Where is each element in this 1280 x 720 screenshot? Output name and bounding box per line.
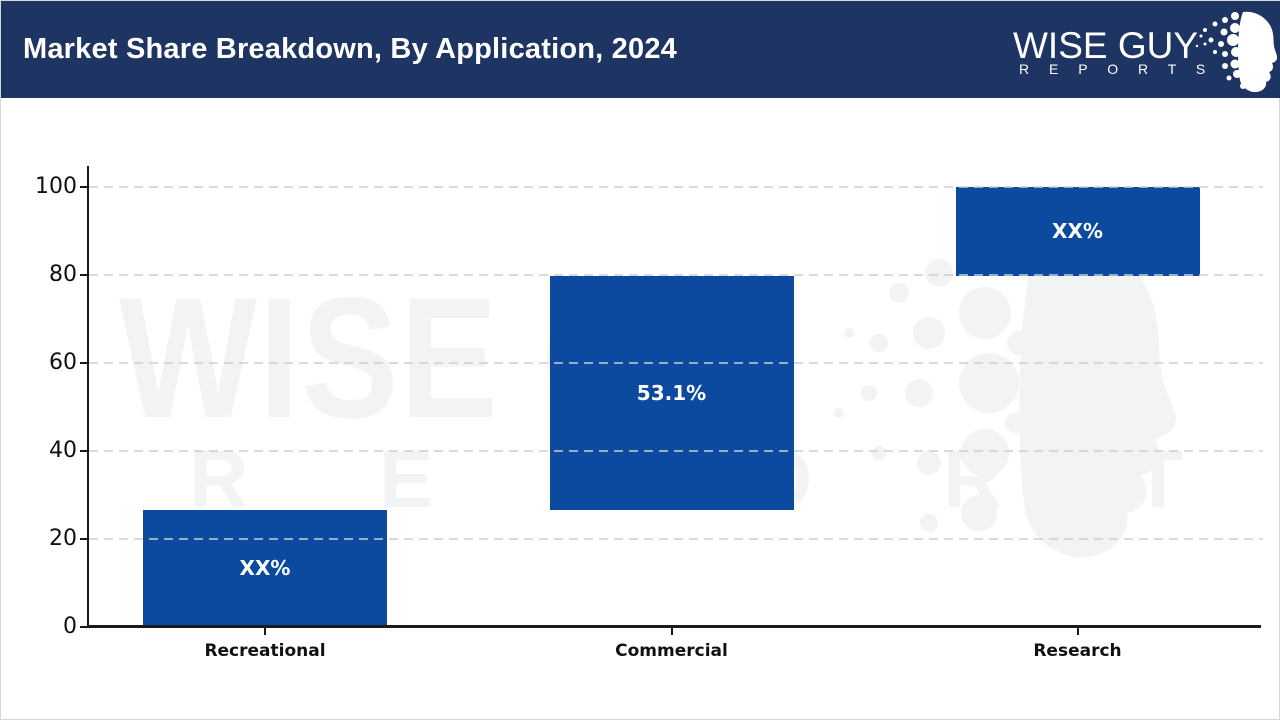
y-gridline (89, 186, 1263, 188)
watermark-dotted-head-icon (834, 231, 1176, 558)
x-category-label: Research (1033, 641, 1122, 661)
y-tick-label: 60 (49, 350, 77, 375)
y-axis-line (87, 166, 89, 627)
bar-value-label: 53.1% (636, 380, 707, 405)
x-tick-mark (264, 627, 266, 635)
bar-value-label: XX% (1052, 219, 1103, 244)
y-tick-label: 0 (63, 614, 77, 639)
bar-value-label: XX% (239, 556, 291, 581)
y-tick-mark (80, 538, 89, 540)
bar-recreational[interactable]: XX% (143, 509, 387, 627)
y-tick-label: 20 (49, 526, 77, 551)
y-tick-label: 40 (49, 438, 77, 463)
y-tick-label: 80 (49, 262, 77, 287)
logo-dotted-head-icon (1195, 11, 1277, 93)
y-tick-label: 100 (35, 174, 77, 199)
bar-research[interactable]: XX% (955, 187, 1200, 276)
wise-guy-reports-logo: WISE GUY R E P O R T S (1013, 1, 1277, 98)
bar-commercial[interactable]: 53.1% (549, 275, 794, 510)
y-tick-mark (80, 626, 89, 628)
y-tick-mark (80, 450, 89, 452)
y-tick-mark (80, 186, 89, 188)
x-tick-mark (670, 627, 673, 635)
logo-wordmark: WISE GUY (1013, 25, 1199, 66)
y-gridline (89, 362, 1263, 364)
header-band: Market Share Breakdown, By Application, … (1, 1, 1280, 98)
y-tick-mark (80, 274, 89, 276)
page-title: Market Share Breakdown, By Application, … (23, 33, 677, 65)
logo-reports-text: R E P O R T S (1019, 61, 1214, 77)
y-gridline (89, 274, 1263, 276)
x-category-label: Recreational (204, 641, 326, 661)
x-category-label: Commercial (615, 641, 728, 661)
y-gridline (89, 450, 1263, 452)
x-axis-line (87, 625, 1261, 628)
y-tick-mark (80, 362, 89, 364)
y-gridline (89, 538, 1263, 540)
x-tick-mark (1076, 627, 1079, 635)
